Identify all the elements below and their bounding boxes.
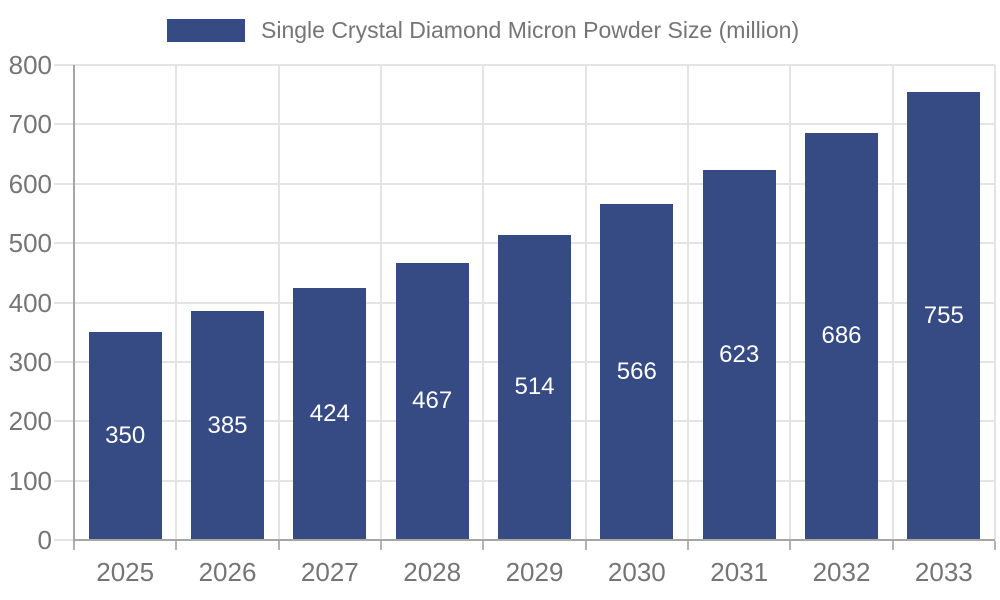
x-axis-tick-label: 2032 [812,557,871,587]
y-axis-tick-label: 700 [8,109,52,140]
bar-2032[interactable]: 686 [805,132,878,540]
legend-item[interactable]: Single Crystal Diamond Micron Powder Siz… [167,17,799,44]
x-axis-tick [73,541,75,550]
bar-2026[interactable]: 385 [191,311,264,540]
gridline-vertical [789,65,792,540]
bar-value-label: 467 [412,387,453,415]
x-axis-tick [380,541,382,550]
x-axis-tick [482,541,485,550]
gridline-vertical [380,65,382,540]
x-axis-line [73,539,995,541]
x-axis-tick [789,541,792,550]
gridline-horizontal [54,123,995,126]
x-axis-tick-label: 2029 [505,557,564,587]
x-axis-tick-label: 2027 [300,557,359,587]
bar-value-label: 385 [207,411,248,439]
bar-2025[interactable]: 350 [88,332,162,540]
gridline-vertical [994,65,996,540]
gridline-horizontal [54,64,995,66]
bar-2029[interactable]: 514 [498,234,571,540]
bar-value-label: 350 [105,422,146,450]
bar-value-label: 686 [821,322,862,350]
y-axis-tick-label: 100 [8,465,52,496]
x-axis-tick [994,541,996,550]
x-axis-tick-label: 2025 [96,557,155,587]
y-axis-tick-label: 0 [37,525,52,555]
x-axis-tick [175,541,178,550]
gridline-vertical [687,65,689,540]
gridline-vertical [584,65,587,540]
x-axis-tick [584,541,587,550]
y-axis-tick-label: 800 [8,50,52,80]
x-axis-tick-label: 2030 [607,557,666,587]
bar-value-label: 623 [719,341,760,369]
x-axis-tick [277,541,280,550]
y-axis-line [73,65,75,542]
bar-2030[interactable]: 566 [600,203,674,540]
y-axis-tick-label: 200 [8,406,52,437]
x-axis-tick [891,541,894,550]
bar-2028[interactable]: 467 [395,262,469,540]
x-axis-tick-label: 2031 [710,557,769,587]
x-axis-tick-label: 2026 [198,557,257,587]
gridline-vertical [277,65,280,540]
y-axis-tick-label: 400 [8,287,52,318]
x-axis-tick-label: 2028 [403,557,462,587]
gridline-horizontal [54,182,995,185]
bar-value-label: 566 [616,357,657,385]
gridline-vertical [175,65,178,540]
gridline-vertical [891,65,894,540]
y-axis-tick-label: 300 [8,346,52,377]
bar-value-label: 424 [309,400,350,428]
bar-value-label: 514 [514,373,555,401]
gridline-vertical [482,65,485,540]
bar-value-label: 755 [923,301,964,329]
y-axis-tick-label: 600 [8,168,52,199]
bar-2031[interactable]: 623 [702,170,776,540]
legend-swatch [167,19,245,42]
y-axis-tick-label: 500 [8,228,52,259]
bar-2027[interactable]: 424 [293,288,367,540]
x-axis-tick-label: 2033 [914,557,973,587]
legend-label: Single Crystal Diamond Micron Powder Siz… [261,17,800,43]
bar-2033[interactable]: 755 [907,91,981,540]
plot-area: 0 100 200 300 400 500 600 700 800 350 2025 385 2026 4… [9,50,996,587]
x-axis-tick [687,541,689,550]
